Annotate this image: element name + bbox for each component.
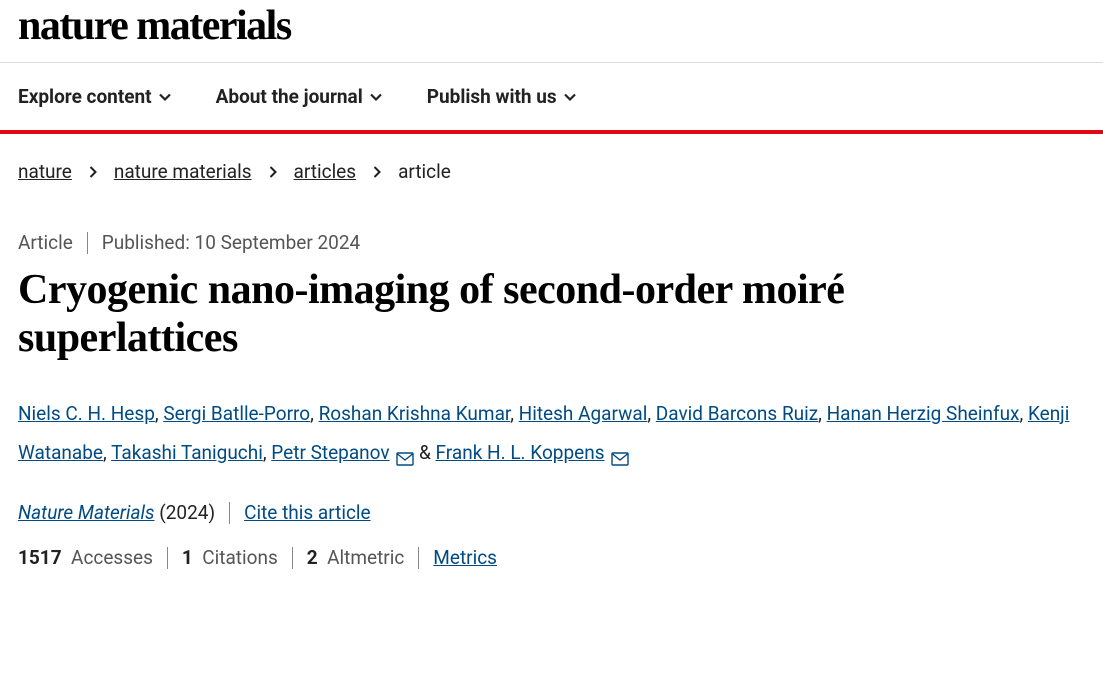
- meta-divider: [418, 547, 419, 569]
- chevron-down-icon: [158, 90, 172, 104]
- metrics-link[interactable]: Metrics: [433, 546, 497, 569]
- nav-publish-with-us[interactable]: Publish with us: [427, 63, 577, 130]
- author-link[interactable]: Frank H. L. Koppens: [436, 441, 605, 464]
- journal-row: Nature Materials (2024) Cite this articl…: [0, 483, 1103, 528]
- nav-item-label: About the journal: [216, 85, 363, 108]
- meta-divider: [292, 547, 293, 569]
- nav-list: Explore content About the journal Publis…: [18, 63, 1085, 130]
- author-link[interactable]: Hitesh Agarwal: [519, 402, 648, 425]
- article-type: Article: [18, 231, 73, 254]
- chevron-right-icon: [268, 165, 278, 179]
- author-list: Niels C. H. Hesp, Sergi Batlle-Porro, Ro…: [0, 381, 1103, 484]
- chevron-right-icon: [372, 165, 382, 179]
- journal-link[interactable]: Nature Materials: [18, 501, 155, 524]
- breadcrumb-link-articles[interactable]: articles: [294, 160, 357, 183]
- author-link[interactable]: Sergi Batlle-Porro: [163, 402, 310, 425]
- chevron-down-icon: [369, 90, 383, 104]
- breadcrumb: nature nature materials articles article: [0, 134, 1103, 201]
- published-date: Published: 10 September 2024: [102, 231, 360, 254]
- accesses-label: Accesses: [71, 546, 153, 569]
- author-link[interactable]: Hanan Herzig Sheinfux: [827, 402, 1020, 425]
- nav-item-label: Publish with us: [427, 85, 557, 108]
- journal-logo[interactable]: nature materials: [0, 0, 1103, 62]
- mail-icon[interactable]: [611, 441, 629, 480]
- author-link[interactable]: Petr Stepanov: [271, 441, 389, 464]
- meta-divider: [87, 232, 88, 254]
- meta-divider: [229, 502, 230, 524]
- nav-item-label: Explore content: [18, 85, 152, 108]
- breadcrumb-link-nature-materials[interactable]: nature materials: [114, 160, 252, 183]
- nav-explore-content[interactable]: Explore content: [18, 63, 172, 130]
- author-link[interactable]: Takashi Taniguchi: [111, 441, 263, 464]
- author-link[interactable]: Niels C. H. Hesp: [18, 402, 155, 425]
- breadcrumb-current: article: [398, 160, 451, 183]
- altmetric-count: 2: [307, 546, 318, 569]
- citations-count: 1: [182, 546, 193, 569]
- meta-divider: [167, 547, 168, 569]
- altmetric-label: Altmetric: [327, 546, 404, 569]
- chevron-down-icon: [563, 90, 577, 104]
- nav-about-journal[interactable]: About the journal: [216, 63, 383, 130]
- citations-label: Citations: [202, 546, 278, 569]
- article-meta: Article Published: 10 September 2024: [0, 201, 1103, 262]
- accesses-count: 1517: [18, 546, 62, 569]
- article-title: Cryogenic nano-imaging of second-order m…: [0, 262, 960, 381]
- chevron-right-icon: [88, 165, 98, 179]
- breadcrumb-link-nature[interactable]: nature: [18, 160, 72, 183]
- main-nav: Explore content About the journal Publis…: [0, 62, 1103, 134]
- cite-article-link[interactable]: Cite this article: [244, 501, 371, 524]
- author-link[interactable]: David Barcons Ruiz: [656, 402, 818, 425]
- mail-icon[interactable]: [396, 441, 414, 480]
- metrics-row: 1517 Accesses 1 Citations 2 Altmetric Me…: [0, 528, 1103, 573]
- author-link[interactable]: Roshan Krishna Kumar: [319, 402, 511, 425]
